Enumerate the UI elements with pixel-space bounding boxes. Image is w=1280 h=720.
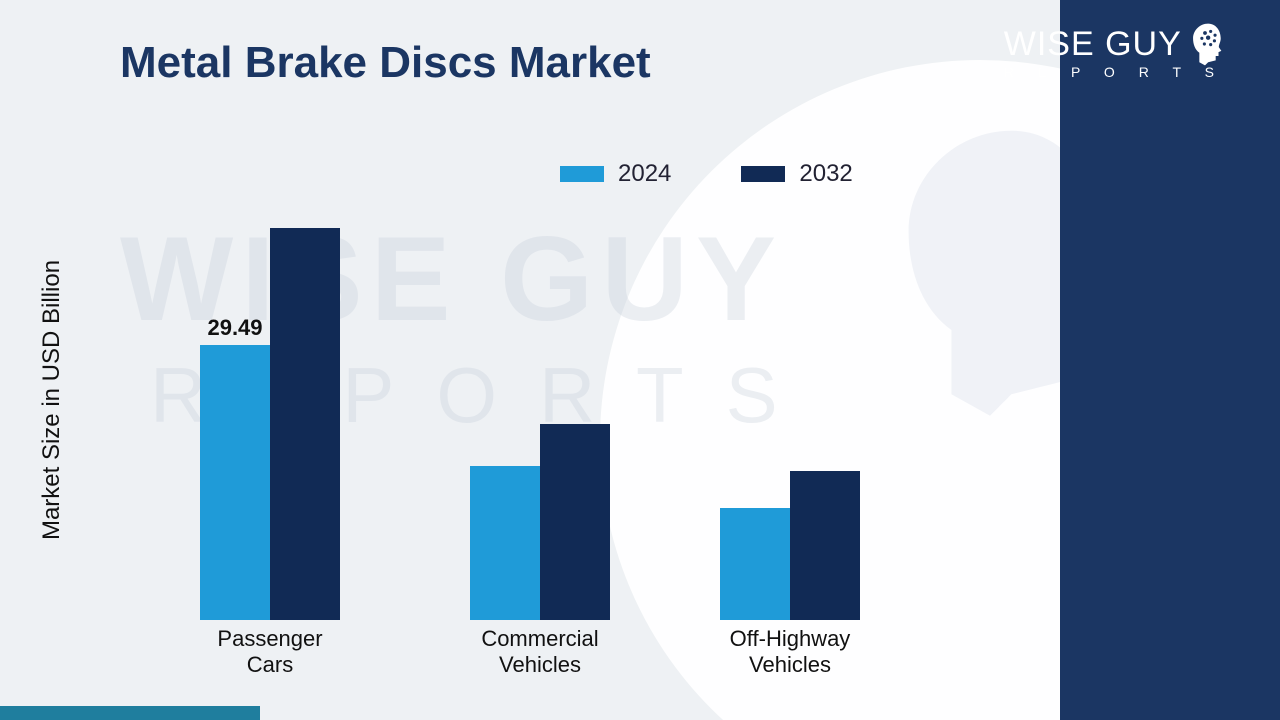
brand-logo: WISE GUY R E P O R T S <box>1004 22 1262 80</box>
brand-head-icon <box>1186 22 1224 66</box>
bottom-accent-strip <box>0 706 260 720</box>
category-label: Passenger Cars <box>180 620 360 679</box>
legend-item-2024: 2024 <box>560 160 671 188</box>
legend: 2024 2032 <box>560 160 853 188</box>
category-label: Off-Highway Vehicles <box>700 620 880 679</box>
legend-label-2032: 2032 <box>799 160 852 188</box>
bar <box>270 228 340 620</box>
bar-value-label: 29.49 <box>207 315 262 341</box>
bar <box>720 508 790 620</box>
legend-label-2024: 2024 <box>618 160 671 188</box>
plot-area: 29.49Passenger CarsCommercial VehiclesOf… <box>140 200 880 620</box>
bar <box>790 471 860 620</box>
bar <box>470 466 540 620</box>
bar <box>540 424 610 620</box>
chart-stage: WISE GUY REPORTS Metal Brake Discs Marke… <box>0 0 1280 720</box>
brand-main-text: WISE GUY <box>1004 25 1182 64</box>
right-band <box>1060 0 1280 720</box>
legend-swatch-2024 <box>560 166 604 182</box>
chart-title: Metal Brake Discs Market <box>120 38 651 88</box>
brand-main-row: WISE GUY <box>1004 22 1262 66</box>
legend-swatch-2032 <box>741 166 785 182</box>
bar: 29.49 <box>200 345 270 620</box>
category-label: Commercial Vehicles <box>450 620 630 679</box>
legend-item-2032: 2032 <box>741 160 852 188</box>
brand-sub-text: R E P O R T S <box>1004 64 1262 80</box>
y-axis-label: Market Size in USD Billion <box>38 260 66 540</box>
